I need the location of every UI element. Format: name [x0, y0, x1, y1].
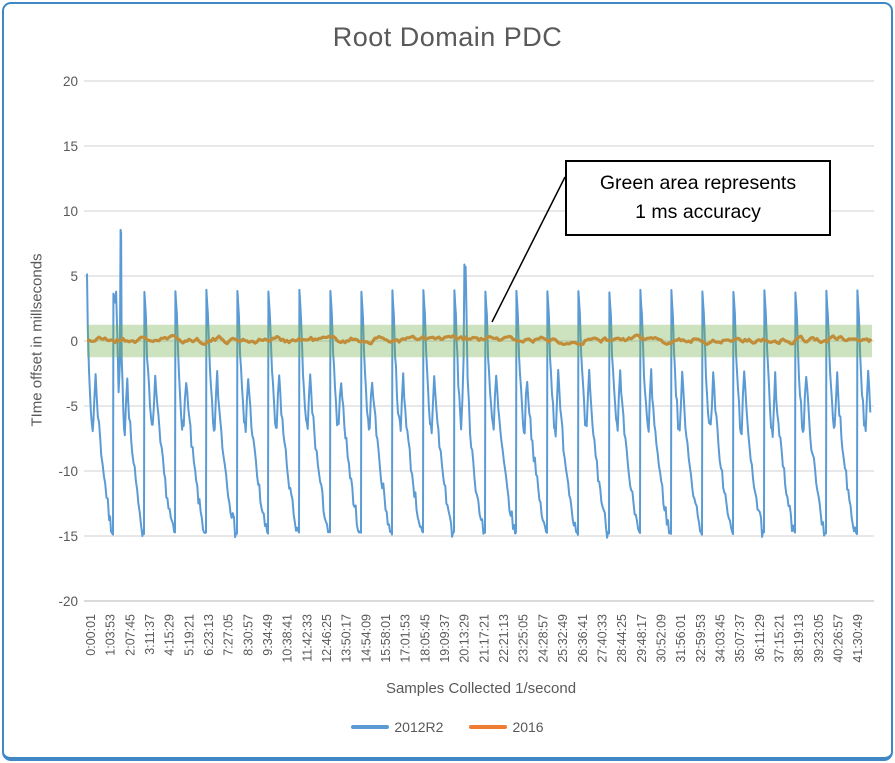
x-tick-label: 29:48:17 — [635, 614, 649, 663]
x-tick-label: 11:42:33 — [300, 614, 314, 662]
x-tick-label: 6:23:13 — [202, 614, 216, 656]
x-tick-label: 38:19:13 — [792, 614, 806, 663]
legend-swatch-2016 — [469, 725, 508, 729]
x-tick-label: 25:32:49 — [556, 614, 570, 663]
y-tick-label: 10 — [63, 204, 78, 219]
x-tick-label: 5:19:21 — [182, 614, 196, 656]
legend-label-2012R2: 2012R2 — [394, 719, 444, 735]
y-tick-label: -15 — [58, 529, 78, 544]
x-tick-label: 37:15:21 — [772, 614, 786, 663]
annotation-line1: Green area represents — [599, 172, 797, 194]
x-tick-label: 40:26:57 — [831, 614, 845, 663]
x-tick-label: 8:30:57 — [241, 614, 255, 656]
x-tick-label: 24:28:57 — [536, 614, 550, 663]
x-tick-label: 23:25:05 — [517, 614, 531, 663]
series-2012R2-line — [86, 228, 872, 539]
annotation-box: Green area represents 1 ms accuracy — [565, 160, 831, 236]
legend-item-2012R2: 2012R2 — [351, 719, 443, 735]
x-tick-label: 26:36:41 — [576, 614, 590, 663]
legend-item-2016: 2016 — [469, 719, 544, 735]
x-tick-label: 19:09:37 — [438, 614, 452, 663]
x-tick-label: 10:38:41 — [281, 614, 295, 663]
accuracy-band — [87, 324, 872, 358]
series-2016-line — [86, 333, 873, 346]
x-axis-title: Samples Collected 1/second — [385, 680, 577, 697]
y-axis-title: TIme offset in millseconds — [28, 253, 46, 427]
x-tick-label: 0:00:01 — [84, 614, 98, 656]
y-tick-label: -5 — [66, 399, 78, 414]
x-tick-label: 18:05:45 — [418, 614, 432, 663]
annotation-line2: 1 ms accuracy — [635, 201, 761, 224]
x-tick-label: 15:58:01 — [379, 614, 393, 663]
x-tick-label: 35:07:37 — [733, 614, 747, 663]
y-axis-tick-labels: 20 15 10 5 0 -5 -10 -15 -20 — [58, 74, 78, 609]
x-tick-label: 2:07:45 — [123, 614, 137, 656]
chart-title: Root Domain PDC — [332, 22, 563, 52]
x-tick-label: 32:59:53 — [694, 614, 708, 663]
x-tick-label: 22:21:13 — [497, 614, 511, 663]
x-tick-label: 36:11:29 — [753, 614, 767, 662]
x-tick-label: 14:54:09 — [359, 614, 373, 663]
y-tick-label: 5 — [70, 269, 78, 284]
x-tick-label: 34:03:45 — [713, 614, 727, 663]
y-tick-label: 20 — [63, 74, 78, 89]
y-tick-label: -10 — [58, 464, 78, 479]
x-tick-label: 27:40:33 — [595, 614, 609, 663]
legend-swatch-2012R2 — [351, 725, 390, 729]
annotation-callout-line — [491, 176, 566, 323]
x-tick-label: 3:11:37 — [143, 614, 157, 655]
y-tick-label: 0 — [70, 334, 78, 349]
x-tick-label: 9:34:49 — [261, 614, 275, 656]
x-tick-label: 12:46:25 — [320, 614, 334, 663]
x-tick-label: 17:01:53 — [399, 614, 413, 663]
chart-legend: 2012R2 2016 — [0, 719, 895, 735]
x-tick-label: 21:17:21 — [477, 614, 491, 663]
x-tick-label: 13:50:17 — [340, 614, 354, 663]
x-axis-tick-labels: 0:00:01 1:03:53 2:07:45 3:11:37 4:15:29 5:19:… — [84, 614, 865, 663]
x-tick-label: 31:56:01 — [674, 614, 688, 663]
x-tick-label: 4:15:29 — [163, 614, 177, 656]
y-tick-label: 15 — [63, 139, 78, 154]
legend-label-2016: 2016 — [512, 719, 544, 735]
x-tick-label: 30:52:09 — [654, 614, 668, 663]
x-tick-label: 20:13:29 — [458, 614, 472, 663]
x-tick-label: 39:23:05 — [812, 614, 826, 663]
x-tick-label: 28:44:25 — [615, 614, 629, 663]
x-tick-label: 7:27:05 — [222, 614, 236, 656]
y-tick-label: -20 — [58, 594, 78, 609]
x-tick-label: 1:03:53 — [104, 614, 118, 656]
x-tick-label: 41:30:49 — [851, 614, 865, 663]
